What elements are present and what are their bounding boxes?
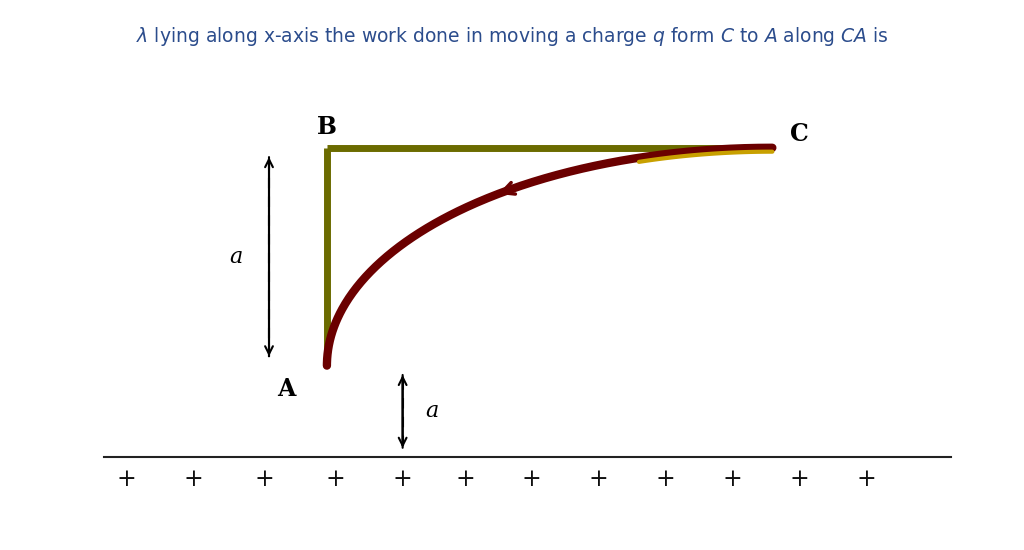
Text: +: +	[655, 468, 675, 491]
Text: a: a	[425, 400, 438, 422]
Text: +: +	[326, 468, 346, 491]
Text: +: +	[589, 468, 608, 491]
Text: +: +	[393, 468, 413, 491]
Text: +: +	[522, 468, 542, 491]
Text: +: +	[856, 468, 876, 491]
Text: B: B	[317, 115, 337, 139]
Text: $\lambda$ lying along x-axis the work done in moving a charge $q$ form $\mathit{: $\lambda$ lying along x-axis the work do…	[135, 25, 889, 48]
Text: +: +	[255, 468, 274, 491]
Text: +: +	[117, 468, 136, 491]
Text: a: a	[229, 246, 243, 268]
Text: +: +	[183, 468, 203, 491]
Text: A: A	[278, 377, 296, 400]
Text: +: +	[722, 468, 742, 491]
Text: C: C	[791, 122, 809, 146]
Text: +: +	[455, 468, 475, 491]
Text: +: +	[790, 468, 809, 491]
